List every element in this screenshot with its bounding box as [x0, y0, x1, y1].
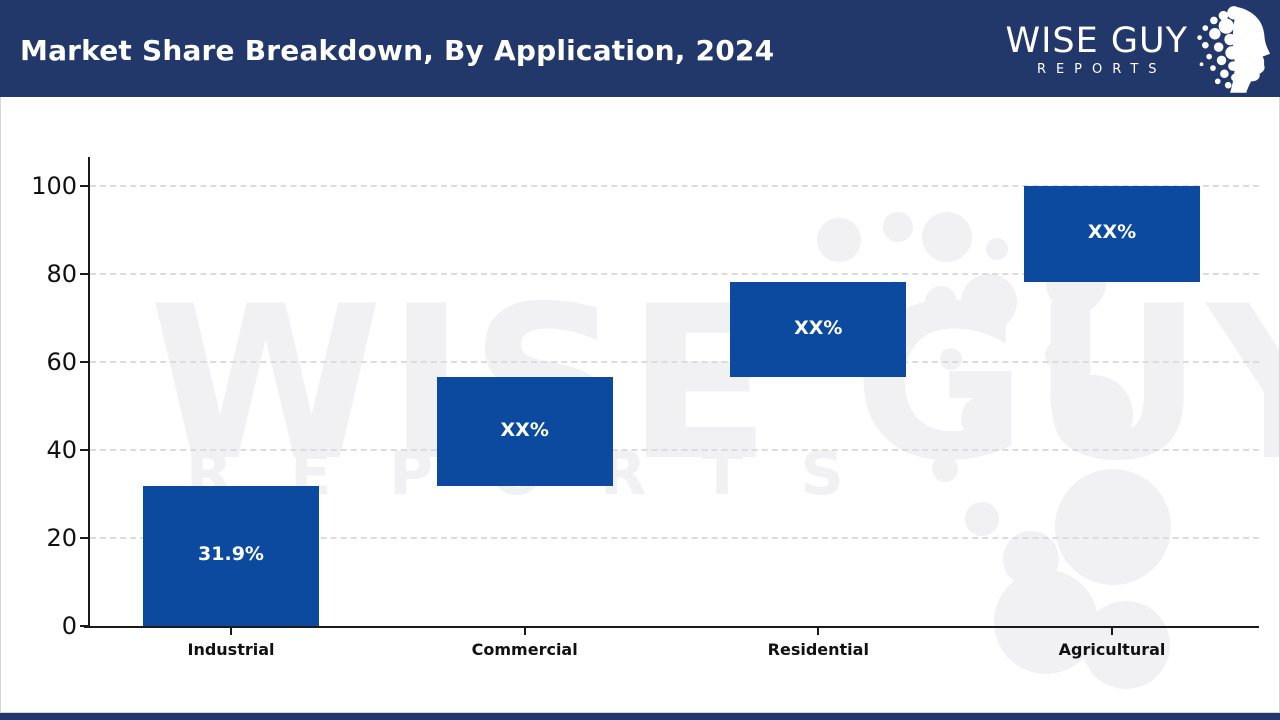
bar-residential [730, 281, 907, 378]
gridline-40 [90, 449, 1259, 451]
bar-value-label: XX% [500, 418, 549, 441]
y-tick-label-40: 40 [46, 436, 77, 464]
bar-industrial [143, 485, 319, 626]
gridline-100 [90, 185, 1259, 187]
brand-logo: WISE GUY REPORTS [1005, 0, 1272, 97]
watermark-dot [940, 348, 962, 370]
y-tick-80 [80, 273, 88, 275]
brand-subname: REPORTS [1036, 61, 1167, 77]
x-tick-1 [523, 628, 526, 635]
y-tick-100 [80, 185, 88, 187]
watermark-dot [1053, 375, 1133, 455]
watermark-dot [1055, 469, 1171, 585]
bar-value-label: XX% [1087, 220, 1137, 243]
y-tick-label-80: 80 [46, 260, 77, 288]
header-band: Market Share Breakdown, By Application, … [0, 0, 1280, 97]
footer-band [0, 713, 1280, 720]
watermark-dot [994, 570, 1098, 674]
watermark-dot [1082, 601, 1170, 689]
x-tick-3 [1111, 628, 1113, 635]
brand-logo-text: WISE GUY REPORTS [1005, 21, 1188, 77]
bar-value-label: 31.9% [198, 542, 264, 565]
y-tick-label-20: 20 [46, 524, 77, 552]
x-axis-label-commercial: Commercial [471, 640, 578, 659]
y-tick-label-60: 60 [46, 348, 77, 376]
bar-value-label: XX% [794, 316, 843, 339]
x-axis-label-agricultural: Agricultural [1058, 640, 1166, 659]
x-tick-0 [230, 628, 232, 635]
y-axis-line [88, 157, 90, 628]
watermark-dot [925, 286, 957, 318]
watermark-dot [932, 456, 958, 482]
x-axis-label-residential: Residential [767, 640, 869, 659]
y-tick-40 [80, 449, 88, 451]
watermark-dot [961, 395, 1009, 443]
brand-name: WISE GUY [1005, 20, 1188, 61]
gridline-80 [90, 273, 1259, 275]
watermark-dot [922, 212, 972, 262]
plot-area: WISE GUY REPORTS 02040608010031.9%Indust… [0, 97, 1280, 713]
bar-agricultural [1024, 186, 1200, 282]
watermark-dot [986, 238, 1008, 260]
x-axis-line [84, 626, 1259, 628]
gridline-20 [90, 537, 1259, 539]
gridline-60 [90, 361, 1259, 363]
watermark-dot [1045, 341, 1073, 369]
y-tick-20 [80, 537, 88, 539]
y-tick-60 [80, 361, 88, 363]
y-tick-label-100: 100 [31, 172, 77, 200]
x-tick-2 [817, 628, 820, 635]
brand-head-icon [1197, 5, 1271, 93]
watermark-dot [817, 218, 861, 262]
x-axis-label-industrial: Industrial [187, 640, 275, 659]
chart-title: Market Share Breakdown, By Application, … [20, 34, 775, 67]
bar-commercial [436, 377, 613, 486]
y-tick-label-0: 0 [61, 612, 77, 640]
watermark-dot [961, 274, 1017, 330]
watermark-dot [965, 502, 999, 536]
watermark-dot [883, 212, 913, 242]
